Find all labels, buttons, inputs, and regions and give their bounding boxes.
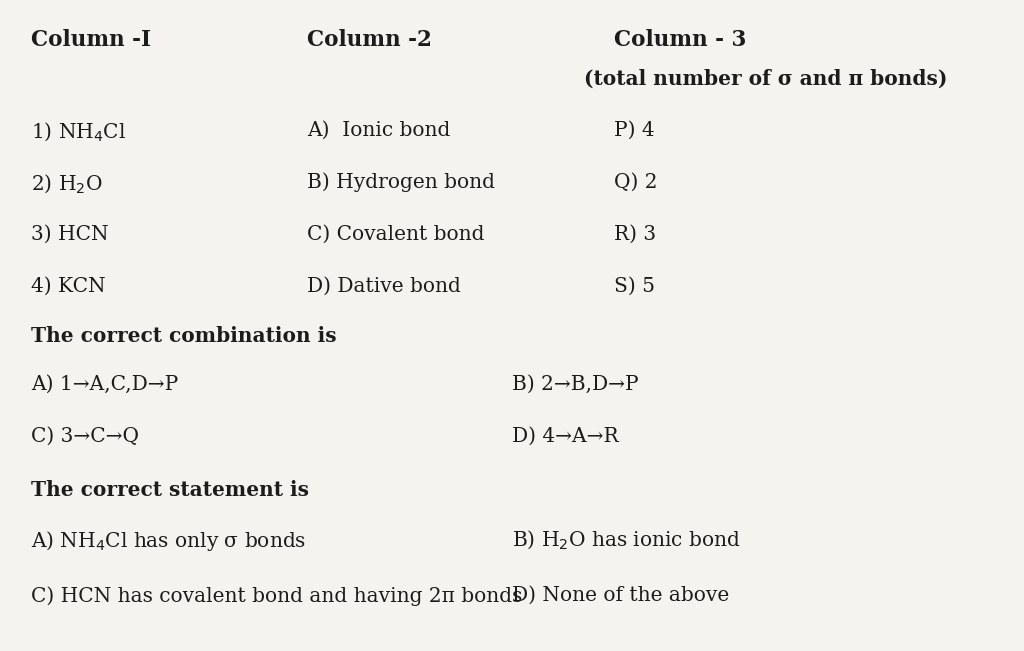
Text: The correct statement is: The correct statement is xyxy=(31,480,308,500)
Text: 1) NH$_4$Cl: 1) NH$_4$Cl xyxy=(31,120,126,143)
Text: 4) KCN: 4) KCN xyxy=(31,277,105,296)
Text: A) 1→A,C,D→P: A) 1→A,C,D→P xyxy=(31,374,178,393)
Text: B) 2→B,D→P: B) 2→B,D→P xyxy=(512,374,639,393)
Text: C) HCN has covalent bond and having 2π bonds: C) HCN has covalent bond and having 2π b… xyxy=(31,586,522,605)
Text: B) H$_2$O has ionic bond: B) H$_2$O has ionic bond xyxy=(512,529,740,551)
Text: D) 4→A→R: D) 4→A→R xyxy=(512,426,618,445)
Text: The correct combination is: The correct combination is xyxy=(31,326,336,346)
Text: P) 4: P) 4 xyxy=(614,120,655,139)
Text: (total number of σ and π bonds): (total number of σ and π bonds) xyxy=(584,68,947,89)
Text: A) NH$_4$Cl has only σ bonds: A) NH$_4$Cl has only σ bonds xyxy=(31,529,306,553)
Text: S) 5: S) 5 xyxy=(614,277,655,296)
Text: C) Covalent bond: C) Covalent bond xyxy=(307,225,484,243)
Text: Column -I: Column -I xyxy=(31,29,151,51)
Text: 3) HCN: 3) HCN xyxy=(31,225,109,243)
Text: A)  Ionic bond: A) Ionic bond xyxy=(307,120,451,139)
Text: 2) H$_2$O: 2) H$_2$O xyxy=(31,173,102,195)
Text: R) 3: R) 3 xyxy=(614,225,656,243)
Text: B) Hydrogen bond: B) Hydrogen bond xyxy=(307,173,496,192)
Text: Column -2: Column -2 xyxy=(307,29,432,51)
Text: D) None of the above: D) None of the above xyxy=(512,586,729,605)
Text: Column - 3: Column - 3 xyxy=(614,29,746,51)
Text: C) 3→C→Q: C) 3→C→Q xyxy=(31,426,138,445)
Text: D) Dative bond: D) Dative bond xyxy=(307,277,461,296)
Text: Q) 2: Q) 2 xyxy=(614,173,657,191)
